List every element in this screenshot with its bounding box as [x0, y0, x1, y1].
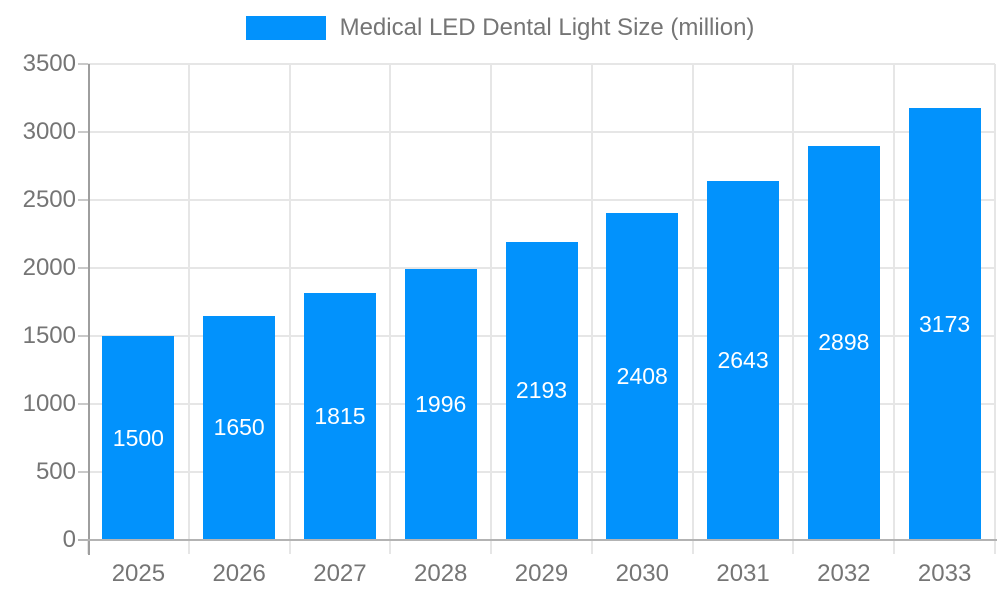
y-tick-label: 3000: [22, 118, 76, 145]
x-tick: [893, 540, 896, 554]
bar: 2643: [707, 180, 780, 540]
bar-value-label: 3173: [919, 310, 971, 337]
x-tick: [792, 540, 795, 554]
gridline-h: [88, 131, 995, 133]
y-tick-label: 0: [62, 526, 76, 553]
bar: 1996: [404, 268, 477, 540]
bar-value-label: 1815: [314, 403, 366, 430]
y-tick: [78, 471, 88, 473]
x-tick: [590, 540, 593, 554]
gridline-v: [389, 64, 392, 540]
gridline-v: [691, 64, 694, 540]
bar: 3173: [908, 108, 981, 540]
x-tick: [187, 540, 190, 554]
bar-value-label: 1500: [112, 424, 164, 451]
bar-value-label: 1996: [415, 390, 467, 417]
x-tick-label: 2027: [313, 560, 367, 587]
gridline-v: [792, 64, 795, 540]
legend: Medical LED Dental Light Size (million): [0, 14, 1000, 42]
gridline-v: [490, 64, 493, 540]
legend-swatch: [245, 16, 326, 40]
gridline-h: [88, 199, 995, 201]
x-tick: [691, 540, 694, 554]
bar: 2193: [505, 241, 578, 540]
bar: 1650: [203, 315, 276, 540]
y-tick: [78, 335, 88, 337]
y-tick-label: 3500: [22, 50, 76, 77]
x-tick-label: 2025: [111, 560, 166, 587]
y-tick-label: 1500: [22, 322, 76, 349]
x-tick-label: 2029: [514, 560, 569, 587]
x-tick-label: 2033: [917, 560, 972, 587]
y-tick: [78, 267, 88, 269]
x-tick-label: 2030: [615, 560, 669, 587]
x-tick: [490, 540, 493, 554]
x-tick-label: 2028: [414, 560, 468, 587]
x-tick: [389, 540, 392, 554]
legend-label: Medical LED Dental Light Size (million): [339, 14, 755, 41]
gridline-v: [590, 64, 593, 540]
x-tick-label: 2031: [716, 560, 770, 587]
y-tick-label: 500: [35, 458, 76, 485]
gridline-h: [88, 63, 995, 65]
bar: 2408: [606, 212, 679, 540]
gridline-v: [288, 64, 291, 540]
y-tick: [78, 63, 88, 65]
bar: 1500: [102, 336, 175, 540]
bar: 1815: [303, 293, 376, 540]
y-axis-line: [88, 64, 90, 555]
y-tick: [78, 199, 88, 201]
y-tick-label: 1000: [22, 390, 76, 417]
x-tick: [288, 540, 291, 554]
y-tick-label: 2500: [22, 186, 76, 213]
bar-value-label: 1650: [213, 414, 265, 441]
gridline-v: [893, 64, 896, 540]
bar-value-label: 2408: [616, 362, 668, 389]
plot-area: 0 500 1000 1500 2000 2500 3000 3500 1500 2025 1650…: [23, 52, 997, 586]
y-tick-label: 2000: [22, 254, 76, 281]
gridline-v: [187, 64, 190, 540]
x-tick-label: 2026: [212, 560, 266, 587]
x-tick: [994, 540, 996, 554]
y-tick: [78, 403, 88, 405]
bar-value-label: 2643: [717, 346, 769, 373]
bar-value-label: 2898: [818, 329, 870, 356]
x-tick-label: 2032: [817, 560, 871, 587]
gridline-v: [994, 64, 996, 540]
bar-value-label: 2193: [515, 377, 568, 404]
y-tick: [78, 131, 88, 133]
bar: 2898: [807, 145, 880, 540]
x-axis-line: [78, 539, 997, 541]
